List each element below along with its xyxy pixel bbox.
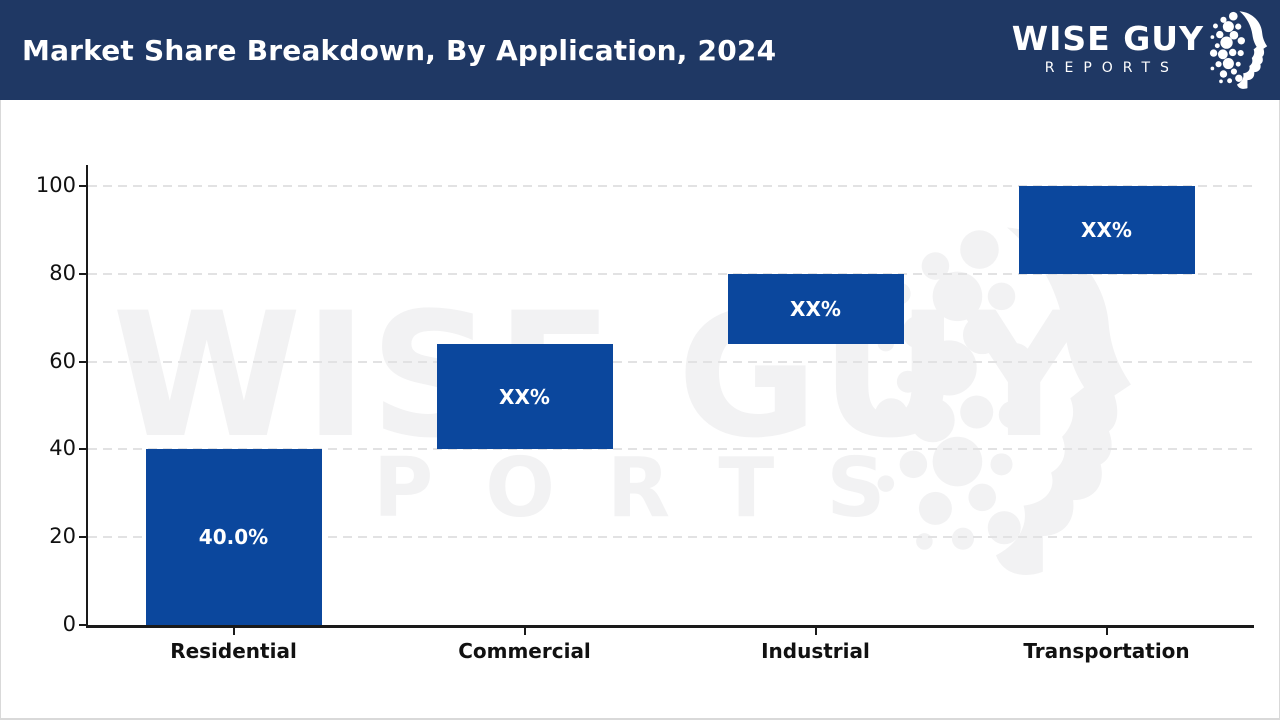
brand-logo: WISE GUY REPORTS bbox=[1012, 10, 1270, 90]
x-tick-label: Residential bbox=[170, 639, 297, 663]
bar-value-label: 40.0% bbox=[198, 525, 269, 550]
x-axis-tick bbox=[814, 628, 817, 635]
y-tick-label: 60 bbox=[49, 348, 76, 373]
y-axis-tick bbox=[79, 360, 87, 363]
bar-value-label: XX% bbox=[499, 384, 550, 409]
x-axis-tick bbox=[1105, 628, 1108, 635]
x-tick-label: Industrial bbox=[761, 639, 870, 663]
x-axis-line bbox=[86, 625, 1254, 628]
y-tick-label: 100 bbox=[35, 173, 76, 197]
x-axis-tick bbox=[232, 628, 235, 635]
gridline bbox=[88, 448, 1252, 451]
brand-logo-text: WISE GUY REPORTS bbox=[1011, 19, 1204, 76]
bar: 40.0% bbox=[145, 449, 322, 625]
x-tick-label: Commercial bbox=[458, 639, 591, 663]
gridline bbox=[88, 272, 1252, 275]
header-band: Market Share Breakdown, By Application, … bbox=[0, 0, 1280, 100]
y-tick-label: 80 bbox=[49, 260, 76, 285]
bar: XX% bbox=[1018, 186, 1195, 274]
y-tick-label: 0 bbox=[62, 612, 76, 636]
y-tick-label: 20 bbox=[49, 524, 76, 549]
page-title: Market Share Breakdown, By Application, … bbox=[22, 33, 777, 67]
x-tick-label: Transportation bbox=[1023, 639, 1190, 663]
gridline bbox=[88, 536, 1252, 539]
x-axis-tick bbox=[523, 628, 526, 635]
y-axis-spine bbox=[86, 165, 88, 627]
bar-value-label: XX% bbox=[790, 296, 841, 321]
bar: XX% bbox=[727, 273, 904, 345]
y-axis-tick bbox=[79, 272, 87, 275]
y-axis-tick bbox=[79, 624, 87, 626]
y-axis-tick bbox=[79, 536, 87, 539]
gridline bbox=[88, 360, 1252, 363]
brand-name: WISE GUY bbox=[1011, 19, 1204, 58]
y-axis-tick bbox=[79, 448, 87, 451]
bar: XX% bbox=[436, 344, 613, 450]
y-tick-label: 40 bbox=[49, 436, 76, 461]
y-axis-tick bbox=[79, 185, 87, 187]
gridline bbox=[88, 185, 1252, 187]
bar-value-label: XX% bbox=[1081, 217, 1132, 242]
brand-subtitle: REPORTS bbox=[1044, 59, 1179, 76]
